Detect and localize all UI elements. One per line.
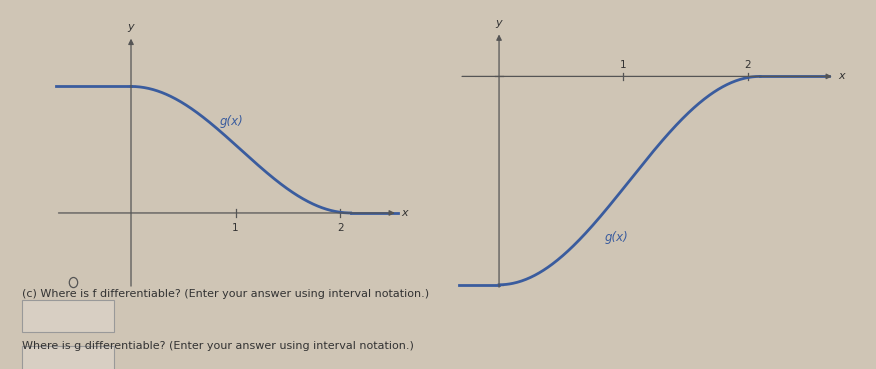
Text: y: y xyxy=(128,22,134,32)
Text: 2: 2 xyxy=(745,60,751,70)
Text: (c) Where is f differentiable? (Enter your answer using interval notation.): (c) Where is f differentiable? (Enter yo… xyxy=(22,289,429,300)
Text: Where is g differentiable? (Enter your answer using interval notation.): Where is g differentiable? (Enter your a… xyxy=(22,341,413,351)
FancyBboxPatch shape xyxy=(22,346,114,369)
Text: g(x): g(x) xyxy=(220,115,244,128)
Text: 1: 1 xyxy=(232,223,239,233)
Text: x: x xyxy=(838,72,845,82)
Text: g(x): g(x) xyxy=(604,231,628,244)
Text: 1: 1 xyxy=(620,60,626,70)
Text: 2: 2 xyxy=(337,223,343,233)
Text: x: x xyxy=(401,208,407,218)
FancyBboxPatch shape xyxy=(22,300,114,332)
Text: y: y xyxy=(496,18,502,28)
